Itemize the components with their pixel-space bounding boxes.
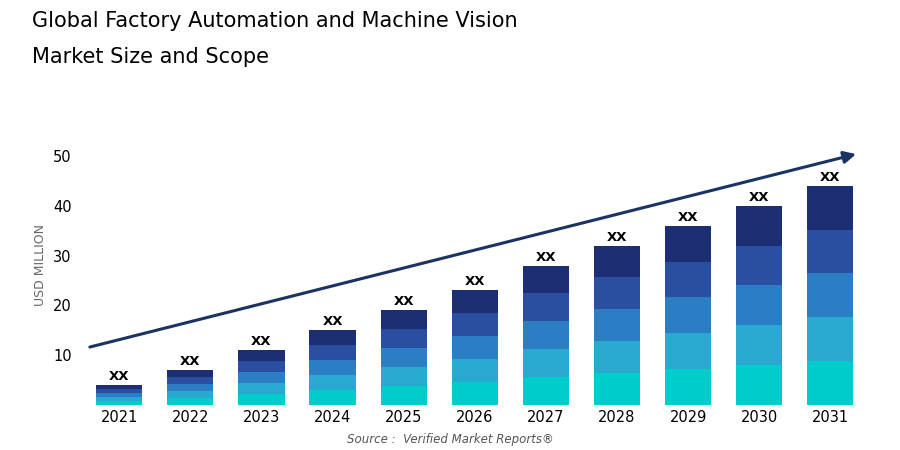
Bar xyxy=(310,330,356,345)
Text: XX: XX xyxy=(464,275,485,288)
Text: XX: XX xyxy=(393,295,414,308)
Bar xyxy=(381,386,427,405)
Bar xyxy=(452,290,498,313)
Bar xyxy=(736,285,782,325)
Bar xyxy=(167,384,213,391)
Bar xyxy=(665,369,711,405)
Text: XX: XX xyxy=(109,370,130,383)
Bar xyxy=(594,246,640,278)
Bar xyxy=(523,293,569,321)
Text: Market Size and Scope: Market Size and Scope xyxy=(32,47,268,67)
Bar xyxy=(452,382,498,405)
Bar xyxy=(594,309,640,341)
Bar xyxy=(238,383,284,394)
Bar xyxy=(238,361,284,372)
Text: Source :  Verified Market Reports®: Source : Verified Market Reports® xyxy=(346,432,554,446)
Bar xyxy=(807,317,853,361)
Bar xyxy=(807,230,853,274)
Bar xyxy=(96,393,142,397)
Bar xyxy=(736,246,782,285)
Bar xyxy=(381,348,427,367)
Text: XX: XX xyxy=(536,251,556,264)
Y-axis label: USD MILLION: USD MILLION xyxy=(34,225,48,306)
Bar xyxy=(310,360,356,375)
Bar xyxy=(452,313,498,336)
Bar xyxy=(381,367,427,386)
Bar xyxy=(736,206,782,246)
Bar xyxy=(452,336,498,359)
Bar xyxy=(96,397,142,401)
Bar xyxy=(238,394,284,405)
Bar xyxy=(167,398,213,405)
Text: XX: XX xyxy=(180,355,201,368)
Bar xyxy=(96,389,142,393)
Bar xyxy=(736,325,782,365)
Text: XX: XX xyxy=(678,211,698,224)
Bar xyxy=(665,297,711,333)
Bar xyxy=(594,341,640,373)
Bar xyxy=(665,225,711,261)
Bar xyxy=(167,377,213,384)
Bar xyxy=(310,390,356,405)
Bar xyxy=(238,372,284,383)
Bar xyxy=(594,278,640,309)
Bar xyxy=(452,359,498,382)
Bar xyxy=(665,261,711,297)
Bar xyxy=(238,350,284,361)
Bar xyxy=(523,266,569,293)
Bar xyxy=(523,349,569,377)
Bar xyxy=(523,377,569,405)
Bar xyxy=(167,391,213,398)
Bar xyxy=(594,373,640,405)
Text: XX: XX xyxy=(820,171,841,184)
Bar xyxy=(96,401,142,405)
Text: XX: XX xyxy=(251,335,272,348)
Text: XX: XX xyxy=(749,191,770,204)
Bar xyxy=(807,274,853,317)
Bar xyxy=(167,370,213,377)
Text: Global Factory Automation and Machine Vision: Global Factory Automation and Machine Vi… xyxy=(32,11,518,31)
Bar xyxy=(665,333,711,369)
Text: XX: XX xyxy=(322,315,343,328)
Bar xyxy=(96,385,142,389)
Bar xyxy=(381,329,427,348)
Bar xyxy=(807,361,853,405)
Text: XX: XX xyxy=(607,230,627,243)
Bar xyxy=(310,375,356,390)
Bar xyxy=(736,365,782,405)
Bar xyxy=(381,310,427,329)
Bar xyxy=(310,345,356,360)
Bar xyxy=(807,186,853,230)
Bar xyxy=(523,321,569,349)
